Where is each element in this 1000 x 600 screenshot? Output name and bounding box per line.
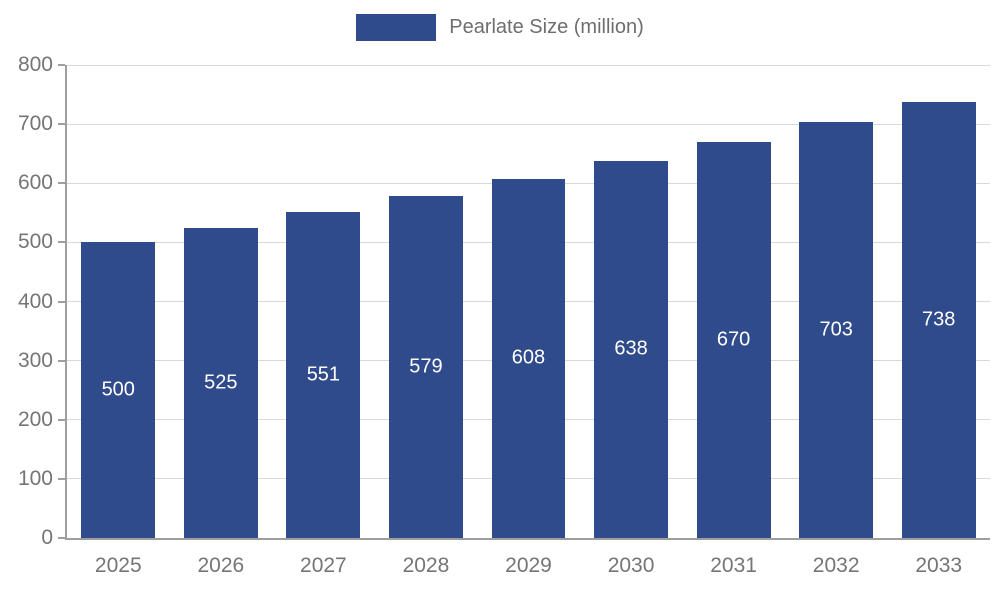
y-axis-label: 400	[17, 289, 53, 313]
bar-value-label: 738	[922, 308, 956, 331]
bar-2030: 638	[594, 160, 668, 538]
bar-2032: 703	[799, 122, 874, 538]
y-axis-tick	[58, 300, 65, 303]
y-axis-tick	[58, 241, 65, 244]
bar-value-label: 670	[716, 328, 751, 351]
chart-legend: Pearlate Size (million)	[0, 14, 1000, 41]
y-axis-tick	[58, 182, 65, 185]
bar-2027: 551	[286, 212, 361, 538]
gridline	[67, 123, 990, 125]
y-axis-tick	[58, 418, 65, 421]
y-axis-label: 700	[17, 112, 53, 136]
y-axis-tick	[58, 477, 65, 480]
y-axis-tick	[58, 123, 65, 126]
plot-area: 0 100 200 300 400 500 600 700 800 500 2025 525 2026 5…	[18, 53, 990, 577]
y-axis-tick	[58, 64, 65, 66]
legend-swatch	[356, 14, 437, 41]
x-axis-label: 2025	[94, 554, 142, 577]
y-axis-label: 200	[17, 407, 53, 431]
y-axis-label: 100	[17, 466, 53, 490]
x-axis-label: 2033	[915, 554, 963, 577]
bar-value-label: 703	[819, 318, 853, 341]
bar-2025: 500	[81, 242, 156, 538]
bar-2029: 608	[491, 178, 566, 538]
x-axis-label: 2026	[197, 554, 245, 577]
bar-value-label: 608	[511, 346, 546, 369]
x-axis-label: 2029	[505, 554, 552, 577]
x-axis-label: 2031	[710, 554, 757, 577]
x-axis-label: 2027	[300, 554, 347, 577]
x-axis-label: 2032	[812, 554, 860, 577]
bar-2028: 579	[389, 195, 463, 538]
y-axis-tick	[58, 359, 65, 362]
y-axis-label: 600	[17, 171, 53, 195]
y-axis-label: 500	[17, 230, 53, 254]
bar-value-label: 525	[204, 371, 238, 394]
bar-value-label: 579	[409, 355, 443, 378]
y-axis-label: 300	[17, 348, 53, 372]
bar-value-label: 551	[306, 363, 341, 386]
bar-2033: 738	[901, 101, 976, 538]
bar-2026: 525	[183, 227, 258, 538]
bar-value-label: 638	[614, 337, 648, 360]
x-axis-label: 2028	[402, 554, 450, 577]
bar-value-label: 500	[101, 378, 135, 401]
y-axis-tick	[58, 537, 65, 539]
gridline	[67, 64, 990, 66]
x-axis-label: 2030	[607, 554, 655, 577]
y-axis-label: 800	[17, 53, 53, 76]
legend-label: Pearlate Size (million)	[449, 16, 644, 38]
bar-2031: 670	[696, 141, 771, 538]
y-axis-label: 0	[41, 526, 53, 549]
